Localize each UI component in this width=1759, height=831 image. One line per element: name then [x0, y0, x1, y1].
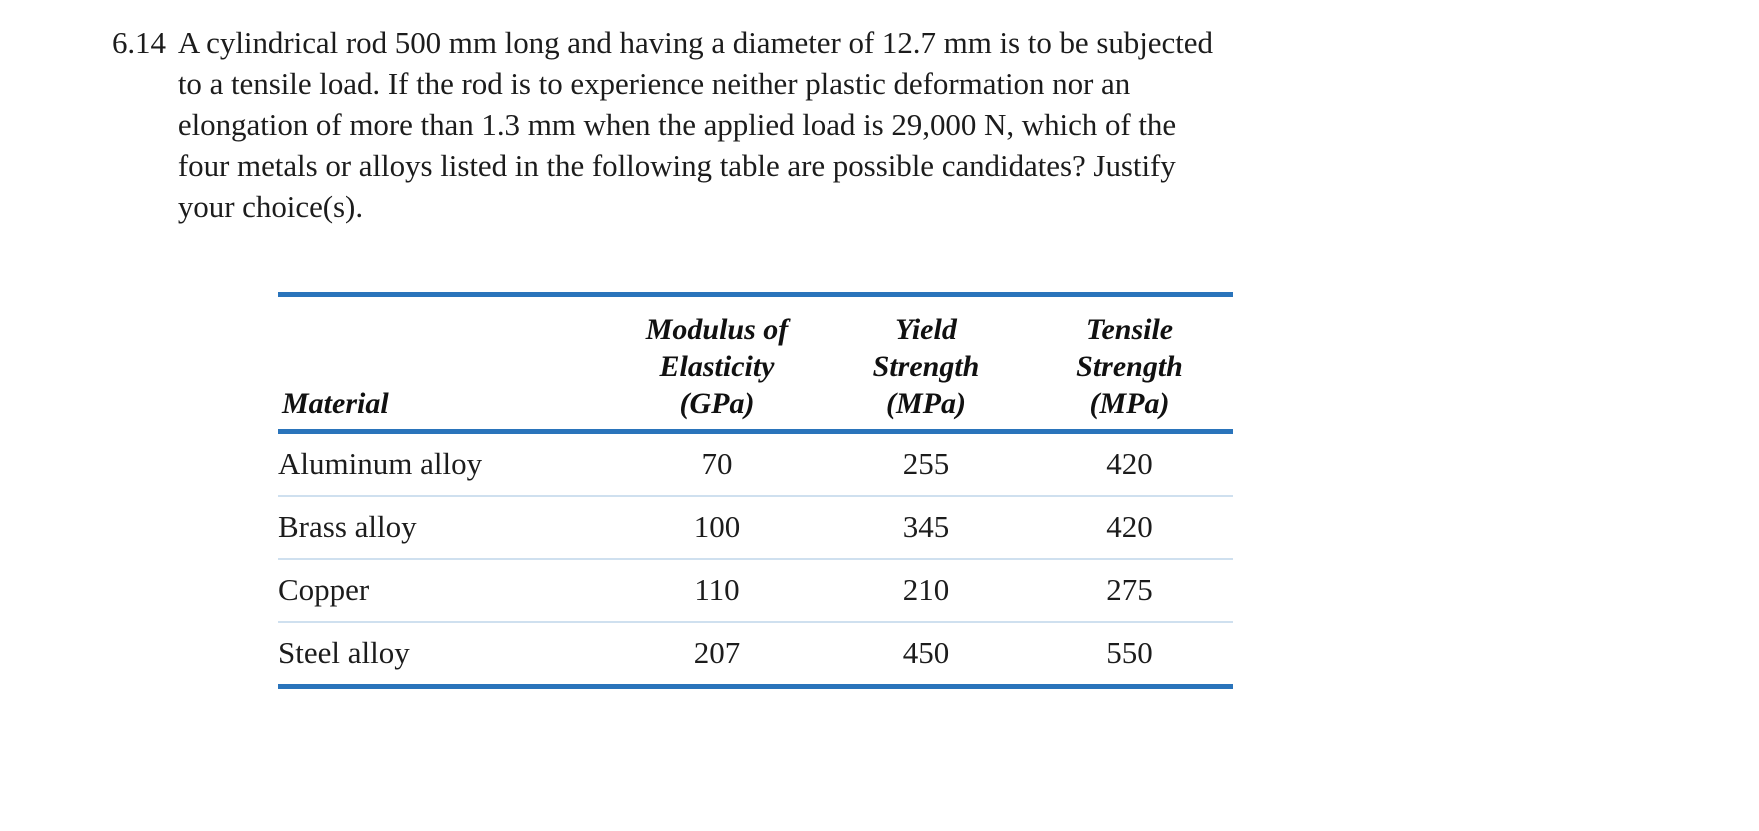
cell-modulus: 100	[608, 496, 826, 560]
column-header-tensile-line-2: Strength	[1076, 350, 1183, 383]
problem-text-line-2: to a tensile load. If the rod is to expe…	[177, 66, 1131, 101]
column-header-modulus-line-1: Modulus of	[645, 313, 789, 346]
cell-yield-strength: 450	[902, 635, 950, 670]
column-header-tensile-strength: Tensile Strength (MPa)	[1026, 297, 1233, 429]
cell-tensile-strength: 275	[1026, 559, 1233, 623]
table-body: Aluminum alloy 70 255 420 Brass alloy 10…	[278, 434, 1233, 684]
table-header-rule	[278, 429, 1233, 434]
cell-yield-strength: 345	[826, 496, 1026, 560]
cell-modulus: 70	[608, 434, 826, 497]
problem-number: 6.14	[112, 25, 166, 60]
problem-text-line-3: elongation of more than 1.3 mm when the …	[177, 107, 1177, 142]
materials-table: Material Modulus of Elasticity (GPa) Yie…	[278, 297, 1233, 684]
cell-tensile-strength: 550	[1106, 635, 1153, 670]
column-header-tensile-line-1: Tensile	[1085, 313, 1174, 346]
column-header-yield-strength: Yield Strength (MPa)	[826, 297, 1026, 429]
table-row: Brass alloy 100 345 420	[278, 496, 1233, 560]
problem-text-line-5: your choice(s).	[177, 189, 364, 224]
table-row: Steel alloy 207 450 550	[278, 622, 1233, 684]
column-header-yield-line-1: Yield	[895, 313, 957, 346]
table-row: Copper 110 210 275	[278, 559, 1233, 623]
problem-text-line-4: four metals or alloys listed in the foll…	[177, 148, 1176, 183]
table-header: Material Modulus of Elasticity (GPa) Yie…	[278, 297, 1233, 434]
table-row: Aluminum alloy 70 255 420	[278, 434, 1233, 497]
problem-text-line-1: A cylindrical rod 500 mm long and having…	[177, 25, 1213, 60]
table-top-rule	[278, 292, 1233, 297]
cell-material: Steel alloy	[278, 635, 410, 670]
column-header-modulus-of-elasticity: Modulus of Elasticity (GPa)	[608, 297, 826, 429]
column-header-tensile-units: (MPa)	[1089, 387, 1170, 420]
materials-table-container: Material Modulus of Elasticity (GPa) Yie…	[278, 292, 1233, 689]
table-bottom-rule	[278, 684, 1233, 689]
column-header-yield-units: (MPa)	[886, 387, 966, 420]
cell-material: Aluminum alloy	[278, 434, 608, 497]
cell-modulus: 207	[693, 635, 741, 670]
column-header-material: Material	[278, 297, 608, 429]
problem-text: A cylindrical rod 500 mm long and having…	[178, 22, 1432, 227]
cell-tensile-strength: 420	[1026, 434, 1233, 497]
column-header-modulus-units: (GPa)	[679, 387, 755, 420]
column-header-modulus-line-2: Elasticity	[659, 350, 775, 383]
table-header-rule-row	[278, 429, 1233, 434]
cell-tensile-strength: 420	[1026, 496, 1233, 560]
cell-material: Copper	[278, 559, 608, 623]
problem-statement: 6.14 A cylindrical rod 500 mm long and h…	[112, 22, 1432, 227]
cell-yield-strength: 255	[826, 434, 1026, 497]
table-header-row: Material Modulus of Elasticity (GPa) Yie…	[278, 297, 1233, 429]
column-header-material-line-1: Material	[282, 387, 389, 420]
column-header-yield-line-2: Strength	[872, 350, 980, 383]
cell-modulus: 110	[608, 559, 826, 623]
cell-material: Brass alloy	[278, 496, 608, 560]
cell-yield-strength: 210	[826, 559, 1026, 623]
